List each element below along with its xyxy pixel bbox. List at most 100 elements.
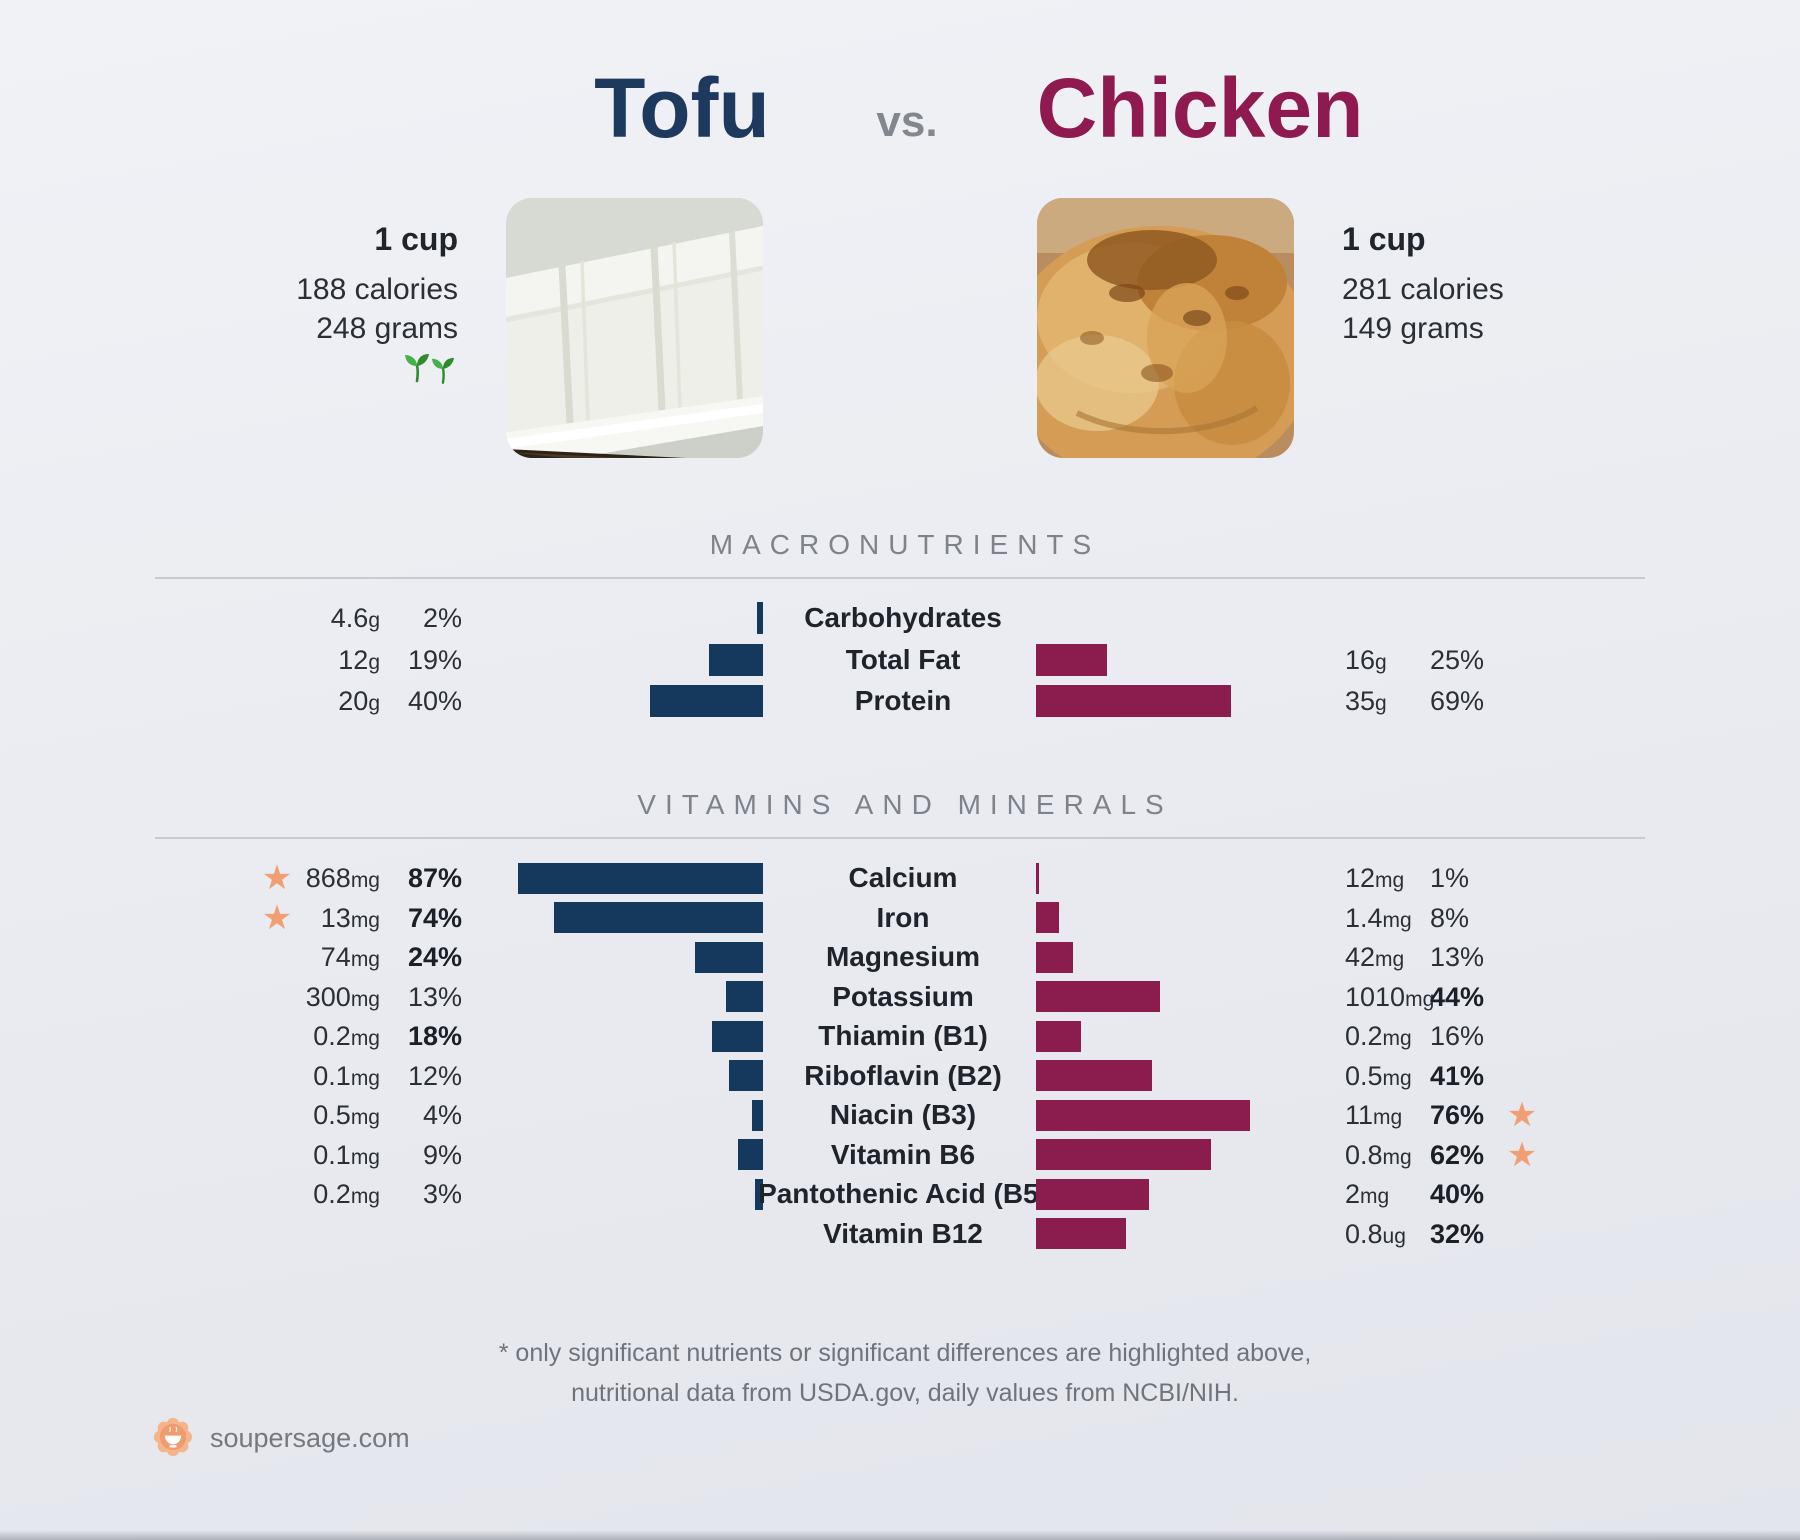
nutrient-row: 74mg 24% Magnesium 42mg 13% [0,937,1800,977]
tofu-percent: 4% [422,1100,462,1130]
chicken-percent: 44% [1430,981,1485,1012]
chicken-percent: 62% [1430,1139,1485,1170]
chicken-amount: 35g [1345,686,1387,716]
tofu-amount: 300mg [305,981,380,1012]
unit-label: mg [350,1185,380,1208]
unit-label: mg [350,948,380,971]
nutrient-label: Niacin (B3) [829,1099,977,1130]
nutrient-row: 0.1mg 12% Riboflavin (B2) 0.5mg 41% [0,1056,1800,1096]
chicken-title: Chicken [1036,61,1364,155]
nutrient-label: Pantothenic Acid (B5) [758,1178,1048,1209]
nutrient-row: 0.5mg 4% Niacin (B3) 11mg 76% ★ [0,1095,1800,1135]
chicken-bar [1036,1060,1152,1091]
nutrient-row: 4.6g 2% Carbohydrates [0,597,1800,639]
chicken-bar [1036,643,1107,676]
unit-label: g [1375,650,1387,674]
tofu-bar [695,941,763,973]
tofu-percent: 3% [422,1179,462,1209]
chicken-bar [1036,1139,1211,1170]
unit-label: mg [350,1106,380,1129]
tofu-percent: 87% [407,863,462,893]
tofu-bar [726,981,763,1012]
tofu-image [506,198,763,458]
tofu-serving-size: 1 cup [374,221,458,257]
tofu-bar [729,1060,763,1091]
vitamins-section-title: VITAMINS AND MINERALS [637,789,1173,820]
star-icon: ★ [261,898,293,937]
unit-label: mg [1405,987,1435,1011]
tofu-bar [755,1178,763,1210]
tofu-bar [712,1020,763,1052]
chicken-bar [1036,685,1231,717]
unit-label: mg [1375,869,1405,892]
unit-label: g [368,609,380,632]
chicken-calories: 281 calories [1342,273,1504,306]
tofu-bar [757,602,763,634]
nutrient-row: 12g 19% Total Fat 16g 25% [0,639,1800,681]
nutrient-row: 0.2mg 18% Thiamin (B1) 0.2mg 16% [0,1016,1800,1056]
tofu-amount: 0.1mg [313,1139,380,1170]
nutrient-row: 20g 40% Protein 35g 69% [0,680,1800,722]
nutrient-row: 0.1mg 9% Vitamin B6 0.8mg 62% ★ [0,1135,1800,1175]
chicken-bar [1036,981,1160,1012]
footnote-line1: * only significant nutrients or signific… [498,1339,1312,1367]
nutrient-label: Iron [876,901,930,933]
tofu-bar [709,643,763,676]
chicken-percent: 16% [1430,1021,1485,1051]
tofu-amount: 0.2mg [313,1021,380,1051]
unit-label: mg [350,1066,380,1090]
unit-label: mg [1375,948,1405,971]
macronutrients-section-title: MACRONUTRIENTS [709,529,1101,560]
chicken-grams: 149 grams [1342,312,1484,345]
nutrient-label: Magnesium [825,941,981,972]
macronutrients-divider [155,577,1645,579]
tofu-percent: 18% [407,1021,462,1051]
star-icon: ★ [1506,1135,1538,1174]
tofu-percent: 40% [407,686,462,716]
unit-label: mg [350,1145,380,1169]
vitamins-divider [155,837,1645,839]
chicken-percent: 32% [1430,1218,1485,1249]
nutrient-label: Total Fat [845,643,961,675]
nutrient-row: 300mg 13% Potassium 1010mg 44% [0,977,1800,1017]
nutrient-row: ★ 13mg 74% Iron 1.4mg 8% [0,898,1800,938]
tofu-percent: 19% [407,644,462,675]
chicken-percent: 8% [1430,902,1470,933]
tofu-amount: 0.2mg [313,1179,380,1209]
chicken-image [1037,198,1294,458]
unit-label: ug [1382,1224,1406,1248]
chicken-serving-size: 1 cup [1342,221,1426,257]
unit-label: g [1375,692,1387,715]
footnote-line2: nutritional data from USDA.gov, daily va… [571,1379,1239,1407]
tofu-bar [738,1139,763,1170]
chicken-percent: 13% [1430,942,1485,972]
chicken-percent: 25% [1430,644,1485,675]
tofu-amount: 74mg [320,942,380,972]
chicken-amount: 12mg [1345,863,1405,893]
tofu-percent: 24% [407,942,462,972]
chicken-amount: 42mg [1345,942,1405,972]
brand-site-link[interactable]: soupersage.com [210,1423,410,1453]
chicken-percent: 69% [1430,686,1485,716]
seedling-icon [400,352,458,386]
chicken-percent: 1% [1430,863,1470,893]
nutrient-label: Potassium [832,980,974,1012]
nutrient-row: Vitamin B12 0.8ug 32% [0,1214,1800,1254]
tofu-amount: 4.6g [330,603,380,633]
nutrient-label: Vitamin B6 [830,1138,976,1170]
chicken-amount: 16g [1345,644,1387,675]
chicken-bar [1036,862,1039,894]
chicken-amount: 0.8ug [1345,1218,1406,1249]
tofu-amount: 13mg [320,902,380,933]
chicken-amount: 0.2mg [1345,1021,1412,1051]
tofu-amount: 0.1mg [313,1060,380,1091]
nutrient-label: Carbohydrates [804,602,1002,633]
unit-label: mg [1382,1027,1412,1050]
tofu-amount: 0.5mg [313,1100,380,1130]
tofu-percent: 2% [422,603,462,633]
tofu-amount: 20g [338,686,380,716]
chicken-bar [1036,902,1059,933]
tofu-percent: 74% [407,902,462,933]
vs-label: vs. [876,97,938,146]
